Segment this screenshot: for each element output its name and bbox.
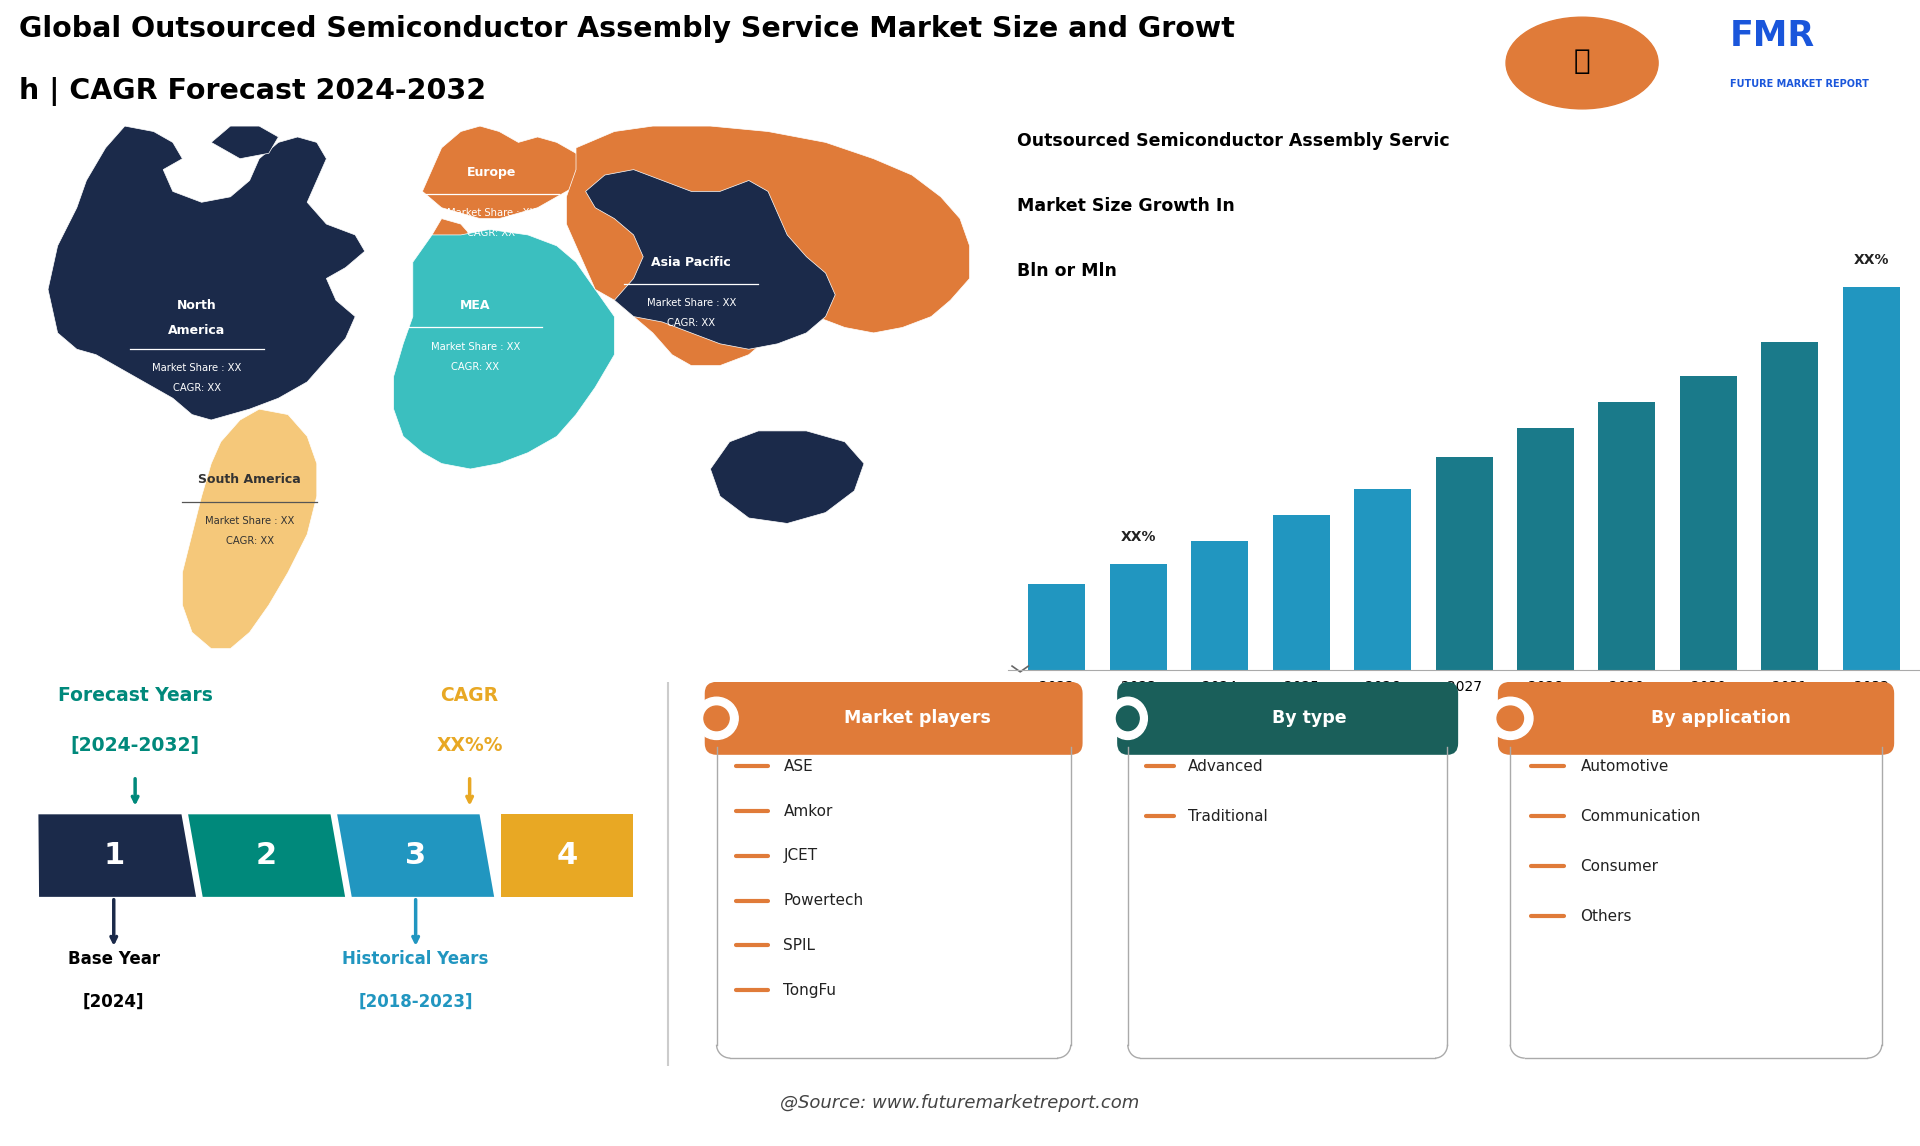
Text: Market Share : XX: Market Share : XX xyxy=(447,209,536,218)
Polygon shape xyxy=(566,126,970,366)
Text: Historical Years: Historical Years xyxy=(342,950,490,968)
Text: Market Share : XX: Market Share : XX xyxy=(152,363,242,374)
Circle shape xyxy=(1108,697,1148,739)
Polygon shape xyxy=(710,431,864,524)
Text: 2: 2 xyxy=(255,841,276,870)
Text: Outsourced Semiconductor Assembly Servic: Outsourced Semiconductor Assembly Servic xyxy=(1018,132,1450,149)
Bar xyxy=(1354,489,1411,670)
Bar xyxy=(1517,429,1574,670)
Circle shape xyxy=(705,706,730,731)
Text: North: North xyxy=(177,299,217,312)
Text: Amkor: Amkor xyxy=(783,803,833,818)
Bar xyxy=(1436,457,1492,670)
Text: XX%: XX% xyxy=(1853,253,1889,267)
Text: Market players: Market players xyxy=(845,709,991,728)
Text: CAGR: XX: CAGR: XX xyxy=(666,319,716,328)
Text: [2018-2023]: [2018-2023] xyxy=(359,992,472,1011)
Text: Base Year: Base Year xyxy=(67,950,159,968)
Text: 🔭: 🔭 xyxy=(1574,47,1590,74)
Text: Advanced: Advanced xyxy=(1188,759,1263,774)
Text: America: America xyxy=(169,323,225,337)
Text: South America: South America xyxy=(198,473,301,486)
Text: SPIL: SPIL xyxy=(783,937,816,953)
Bar xyxy=(1110,564,1167,670)
Text: Communication: Communication xyxy=(1580,809,1701,824)
Circle shape xyxy=(1498,706,1523,731)
Polygon shape xyxy=(501,815,634,897)
Text: 1: 1 xyxy=(104,841,125,870)
Text: JCET: JCET xyxy=(783,848,818,863)
Text: By application: By application xyxy=(1651,709,1791,728)
Text: ASE: ASE xyxy=(783,759,814,774)
Text: Market Share : XX: Market Share : XX xyxy=(647,298,735,308)
Text: @Source: www.futuremarketreport.com: @Source: www.futuremarketreport.com xyxy=(780,1094,1140,1112)
Polygon shape xyxy=(422,126,586,219)
Text: Market Share : XX: Market Share : XX xyxy=(430,342,520,352)
Polygon shape xyxy=(188,815,346,897)
Text: [2024-2032]: [2024-2032] xyxy=(71,736,200,755)
Text: Forecast Years: Forecast Years xyxy=(58,686,213,705)
Bar xyxy=(1029,584,1085,670)
Text: Others: Others xyxy=(1580,909,1632,924)
Text: Market Share : XX: Market Share : XX xyxy=(205,516,294,526)
Bar xyxy=(1680,376,1738,670)
Text: Bln or Mln: Bln or Mln xyxy=(1018,262,1117,280)
Text: Europe: Europe xyxy=(467,166,516,179)
Text: 3: 3 xyxy=(405,841,426,870)
Text: Market Size Growth In: Market Size Growth In xyxy=(1018,197,1235,214)
FancyBboxPatch shape xyxy=(1117,682,1457,755)
Text: CAGR: CAGR xyxy=(440,686,499,705)
Text: Traditional: Traditional xyxy=(1188,809,1267,824)
Text: h | CAGR Forecast 2024-2032: h | CAGR Forecast 2024-2032 xyxy=(19,77,486,105)
Text: By type: By type xyxy=(1271,709,1346,728)
Polygon shape xyxy=(38,815,196,897)
Text: CAGR: XX: CAGR: XX xyxy=(451,362,499,371)
FancyBboxPatch shape xyxy=(1498,682,1895,755)
Text: XX%%: XX%% xyxy=(436,736,503,755)
Ellipse shape xyxy=(1505,17,1659,109)
Polygon shape xyxy=(586,170,835,350)
Polygon shape xyxy=(211,126,278,159)
Text: Consumer: Consumer xyxy=(1580,858,1659,873)
Bar xyxy=(1843,286,1899,670)
Text: Asia Pacific: Asia Pacific xyxy=(651,256,732,268)
Text: FUTURE MARKET REPORT: FUTURE MARKET REPORT xyxy=(1730,79,1868,88)
Text: [2024]: [2024] xyxy=(83,992,144,1011)
Text: Global Outsourced Semiconductor Assembly Service Market Size and Growt: Global Outsourced Semiconductor Assembly… xyxy=(19,15,1235,42)
Text: CAGR: XX: CAGR: XX xyxy=(173,384,221,393)
Polygon shape xyxy=(432,219,470,241)
Polygon shape xyxy=(394,229,614,469)
Bar xyxy=(1761,342,1818,670)
Text: XX%: XX% xyxy=(1121,529,1156,543)
Text: CAGR: XX: CAGR: XX xyxy=(467,228,516,238)
Polygon shape xyxy=(48,126,365,421)
Text: Automotive: Automotive xyxy=(1580,759,1668,774)
Bar xyxy=(1273,515,1331,670)
Bar xyxy=(1190,541,1248,670)
Bar xyxy=(1597,402,1655,670)
Text: MEA: MEA xyxy=(461,299,490,312)
Text: TongFu: TongFu xyxy=(783,983,837,998)
Text: Powertech: Powertech xyxy=(783,893,864,908)
Circle shape xyxy=(1488,697,1532,739)
FancyBboxPatch shape xyxy=(705,682,1083,755)
Text: CAGR: XX: CAGR: XX xyxy=(225,536,275,545)
Text: 4: 4 xyxy=(557,841,578,870)
Circle shape xyxy=(695,697,737,739)
Polygon shape xyxy=(338,815,493,897)
Circle shape xyxy=(1116,706,1139,731)
Text: FMR: FMR xyxy=(1730,18,1814,53)
Polygon shape xyxy=(182,409,317,649)
